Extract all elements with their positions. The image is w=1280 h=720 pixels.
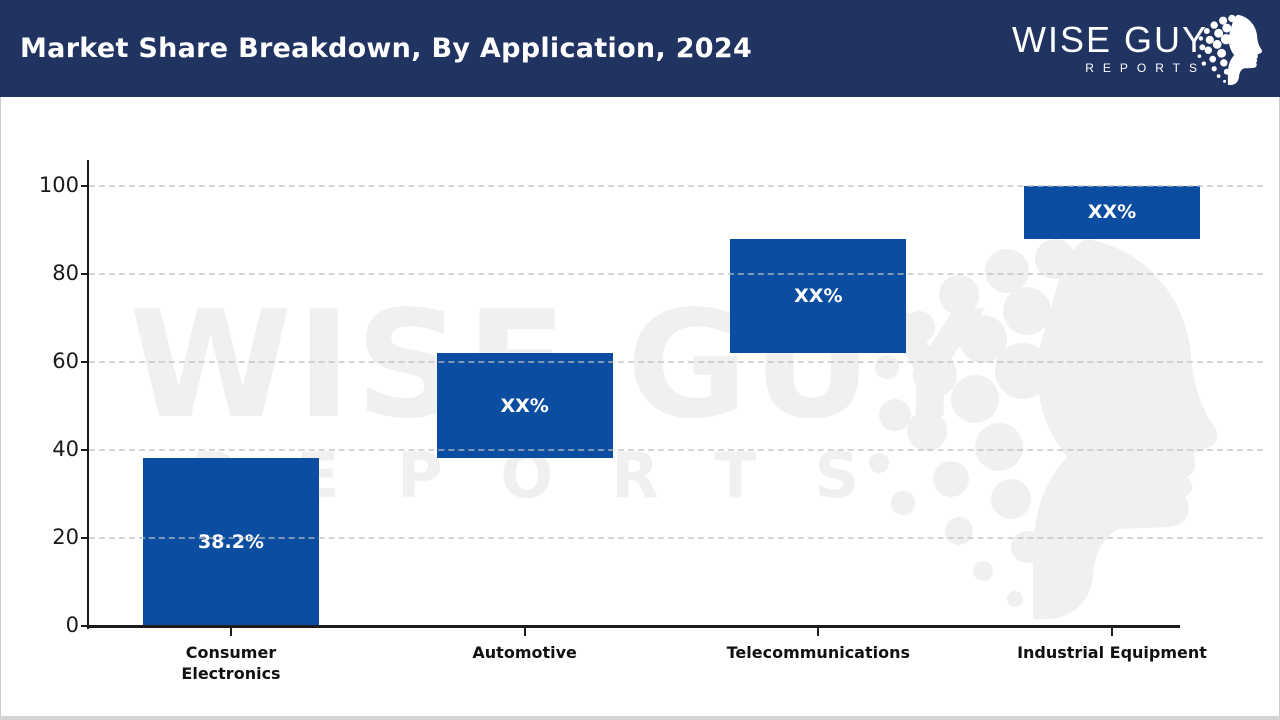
brand-name: WISE GUY: [1011, 19, 1208, 60]
y-tick-label: 60: [52, 349, 79, 373]
gridline-100: [89, 185, 1263, 187]
brand-subtitle: REPORTS: [1085, 61, 1206, 75]
y-tick-mark: [81, 361, 89, 363]
x-category-label: Automotive: [472, 643, 577, 662]
x-category-label: Telecommunications: [726, 643, 911, 662]
y-tick-mark: [81, 625, 89, 627]
brand-wordmark: WISE GUY REPORTS: [1011, 19, 1208, 76]
brand-logo: WISE GUY REPORTS: [1012, 8, 1266, 90]
y-tick-mark: [81, 185, 89, 187]
x-category-label: Industrial Equipment: [1017, 643, 1207, 662]
bar-4: XX%: [1024, 186, 1200, 239]
bar-value-label: XX%: [1087, 201, 1137, 224]
header-bar: Market Share Breakdown, By Application, …: [0, 0, 1280, 97]
brand-head-icon: [1192, 10, 1266, 92]
y-tick-mark: [81, 273, 89, 275]
bottom-strip: [0, 716, 1280, 720]
y-axis-line: [87, 160, 89, 629]
gridline-20: [89, 537, 1263, 539]
y-tick-mark: [81, 449, 89, 451]
chart-area: WISE GUY REPORTS 0 20 40 60 80 100 38.2% Consum…: [0, 97, 1280, 716]
x-axis-line: [87, 625, 1180, 628]
page-title: Market Share Breakdown, By Application, …: [20, 33, 753, 64]
bar-3: XX%: [730, 238, 907, 354]
y-tick-label: 20: [52, 525, 79, 549]
gridline-80: [89, 273, 1263, 275]
y-tick-label: 80: [52, 261, 79, 285]
x-tick-mark: [817, 628, 820, 636]
x-tick-mark: [230, 628, 232, 636]
x-tick-mark: [523, 628, 526, 636]
y-tick-label: 40: [52, 437, 79, 461]
x-category-label: Consumer Electronics: [181, 643, 281, 683]
gridline-40: [89, 449, 1263, 451]
y-tick-mark: [81, 537, 89, 539]
bar-value-label: XX%: [500, 394, 549, 417]
x-tick-mark: [1111, 628, 1113, 636]
y-tick-label: 100: [38, 173, 79, 197]
gridline-60: [89, 361, 1263, 363]
bar-2: XX%: [436, 353, 613, 458]
bar-value-label: 38.2%: [198, 530, 264, 553]
y-tick-label: 0: [65, 613, 79, 637]
bar-1: 38.2%: [143, 457, 319, 626]
bar-value-label: XX%: [794, 284, 843, 307]
